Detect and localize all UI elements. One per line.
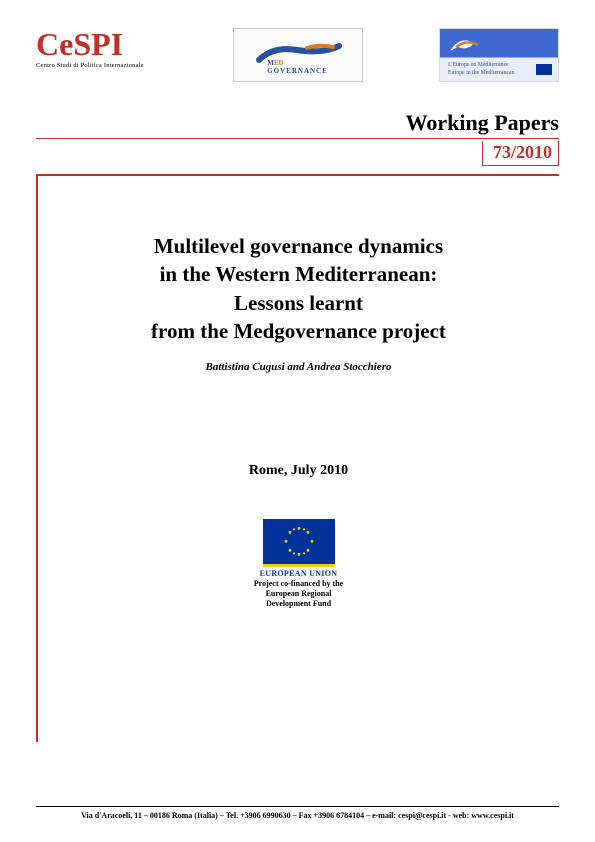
series-number: 73/2010 bbox=[487, 141, 554, 163]
title-line-1: Multilevel governance dynamics bbox=[62, 232, 535, 260]
eu-sub: Project co-financed by the European Regi… bbox=[62, 579, 535, 609]
place-date: Rome, July 2010 bbox=[62, 463, 535, 479]
eu-flag-icon bbox=[263, 519, 335, 567]
eu-funding-block: EUROPEAN UNION Project co-financed by th… bbox=[62, 519, 535, 609]
content-frame: Multilevel governance dynamics in the We… bbox=[36, 174, 559, 742]
cespi-title: CeSPI bbox=[36, 28, 156, 60]
title-line-4: from the Medgovernance project bbox=[62, 317, 535, 345]
eu-sub-3: Development Fund bbox=[62, 599, 535, 609]
eu-sub-1: Project co-financed by the bbox=[62, 579, 535, 589]
series-label: Working Papers bbox=[36, 110, 559, 136]
logo-medgovernance: MED GOVERNANCE bbox=[233, 28, 363, 82]
title-line-3: Lessons learnt bbox=[62, 289, 535, 317]
eu-sub-2: European Regional bbox=[62, 589, 535, 599]
logo-cespi: CeSPI Centro Studi di Politica Internazi… bbox=[36, 28, 156, 69]
euromed-line1: L'Europe en Méditerranée bbox=[448, 62, 509, 68]
paper-title: Multilevel governance dynamics in the We… bbox=[62, 232, 535, 345]
title-line-2: in the Western Mediterranean: bbox=[62, 260, 535, 288]
authors: Battistina Cugusi and Andrea Stocchiero bbox=[62, 361, 535, 373]
series-divider bbox=[36, 138, 559, 139]
footer-contact: Via d'Aracoeli, 11 – 00186 Roma (Italia)… bbox=[36, 806, 559, 820]
eu-label: EUROPEAN UNION bbox=[62, 569, 535, 578]
euromed-swirl-icon bbox=[448, 33, 484, 55]
logo-euromed: L'Europe en Méditerranée Europe in the M… bbox=[439, 28, 559, 82]
page: CeSPI Centro Studi di Politica Internazi… bbox=[0, 0, 595, 842]
series-number-box: 73/2010 bbox=[482, 141, 559, 166]
cespi-subtitle: Centro Studi di Politica Internazionale bbox=[36, 62, 156, 69]
euromed-line2: Europe in the Mediterranean bbox=[448, 70, 514, 76]
medgov-label: MED GOVERNANCE bbox=[267, 59, 328, 75]
euromed-eu-flag-icon bbox=[536, 64, 552, 75]
series-block: Working Papers 73/2010 bbox=[36, 110, 559, 166]
header-logos: CeSPI Centro Studi di Politica Internazi… bbox=[36, 28, 559, 82]
